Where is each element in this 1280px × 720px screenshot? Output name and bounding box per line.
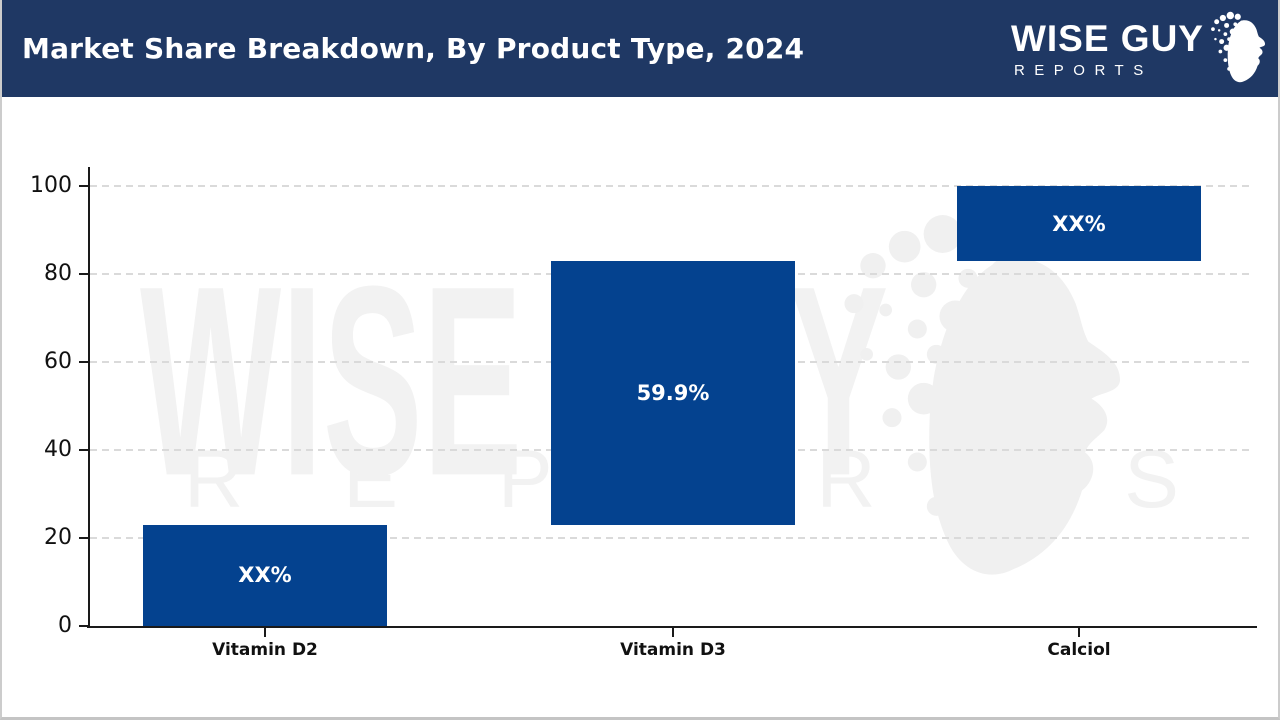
x-tick-vitamin-d2 — [264, 628, 266, 637]
bar-value-label-vitamin-d3: 59.9% — [636, 381, 710, 405]
x-tick-calciol — [1078, 628, 1080, 637]
y-tick-40 — [79, 449, 88, 451]
wiseguy-logo: WISE GUY REPORTS — [1011, 9, 1270, 89]
x-tick-vitamin-d3 — [672, 628, 674, 637]
x-category-label-vitamin-d3: Vitamin D3 — [620, 640, 726, 660]
bar-value-label-calciol: XX% — [1052, 211, 1106, 236]
y-tick-label-0: 0 — [58, 613, 72, 638]
y-tick-label-60: 60 — [44, 349, 72, 374]
wiseguy-logo-text: WISE GUY REPORTS — [1010, 18, 1204, 80]
header-bar: Market Share Breakdown, By Product Type,… — [2, 0, 1278, 97]
y-tick-label-40: 40 — [44, 437, 72, 462]
gridline-y100 — [90, 185, 1254, 187]
logo-reports-label: REPORTS — [1013, 62, 1153, 79]
x-category-label-calciol: Calciol — [1047, 640, 1111, 660]
page-title: Market Share Breakdown, By Product Type,… — [22, 32, 805, 65]
logo-wiseguy-label: WISE GUY — [1010, 18, 1204, 59]
bar-vitamin-d3: 59.9% — [551, 261, 795, 525]
bar-calciol: XX% — [957, 186, 1201, 262]
y-tick-60 — [79, 361, 88, 363]
bar-vitamin-d2: XX% — [143, 524, 387, 626]
y-tick-0 — [79, 625, 88, 627]
y-tick-label-20: 20 — [44, 525, 72, 550]
y-tick-label-80: 80 — [44, 261, 72, 286]
bar-value-label-vitamin-d2: XX% — [238, 563, 292, 588]
y-tick-20 — [79, 537, 88, 539]
gridline-y20 — [90, 537, 1254, 539]
x-axis-line — [87, 626, 1257, 628]
x-category-label-vitamin-d2: Vitamin D2 — [212, 640, 318, 660]
wiseguy-face-icon — [1211, 11, 1266, 83]
y-tick-label-100: 100 — [30, 173, 72, 198]
y-tick-80 — [79, 273, 88, 275]
y-tick-100 — [79, 185, 88, 187]
y-axis-line — [88, 167, 90, 628]
